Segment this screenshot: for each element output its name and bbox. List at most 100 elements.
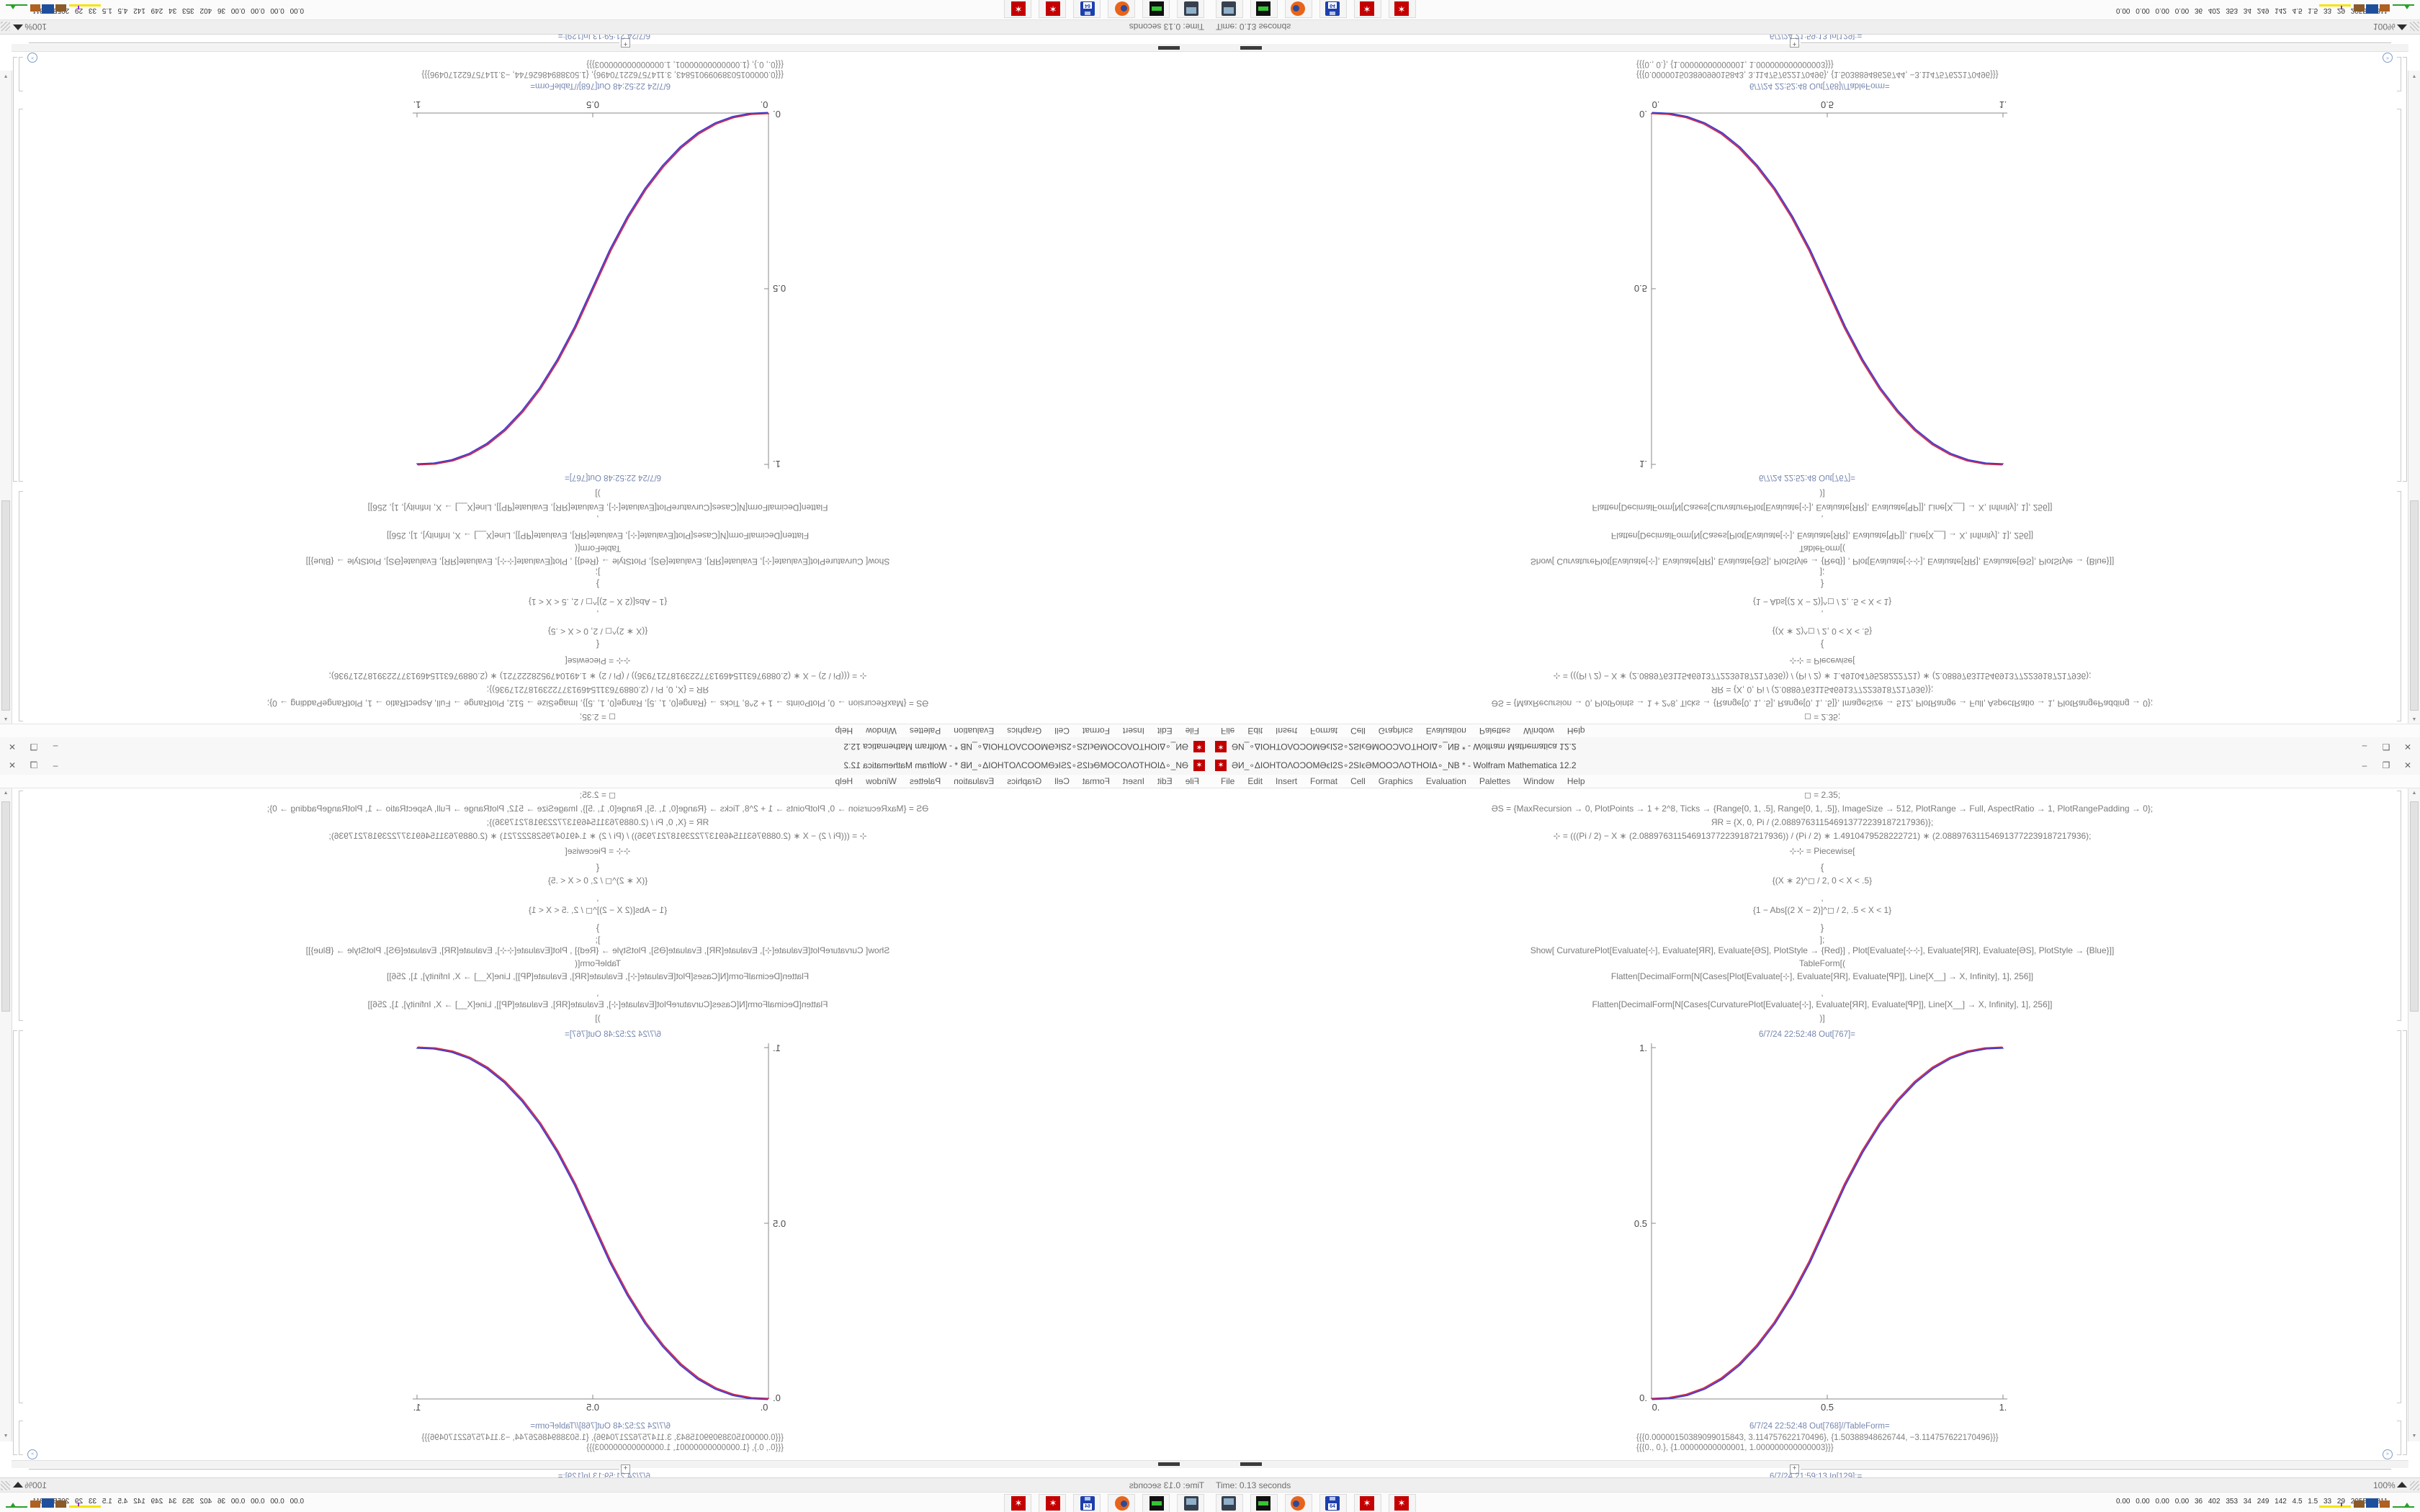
input-code-line[interactable]: Flatten[DecimalForm[N[Cases[Plot[Evaluat… (1610, 531, 2034, 541)
cell-bracket-group[interactable] (13, 57, 17, 482)
input-code-line[interactable]: ЯR = {X, 0, Pi / (2.08897631154691377223… (1711, 817, 1934, 827)
cell-bracket-out768[interactable] (2397, 1421, 2401, 1455)
horizontal-scrollbar[interactable] (12, 44, 1210, 52)
input-code-line[interactable]: ƏS = {MaxRecursion → 0, PlotPoints → 1 +… (1491, 804, 2154, 814)
menu-edit[interactable]: Edit (1247, 776, 1263, 786)
menu-window[interactable]: Window (1523, 776, 1554, 786)
resize-grip[interactable] (1, 22, 10, 31)
taskbar-item-media[interactable] (1142, 0, 1170, 18)
menu-cell[interactable]: Cell (1350, 726, 1366, 736)
scroll-down-icon[interactable]: ▼ (3, 1434, 9, 1439)
elide-output-icon[interactable]: » (2383, 1449, 2393, 1459)
menu-graphics[interactable]: Graphics (1007, 776, 1042, 786)
input-code-line[interactable]: } (1820, 579, 1824, 590)
input-code-line[interactable]: {1 − Abs[(2 X − 2)]^◻ / 2, .5 < X < 1} (528, 905, 668, 915)
cell-bracket-input[interactable] (2397, 491, 2401, 721)
input-code-line[interactable]: )] (595, 489, 601, 499)
taskbar-item-floppy64[interactable]: 64 (1319, 0, 1347, 18)
input-code-line[interactable]: ⊹ = (((Pi / 2) − X ∗ (2.0889763115469137… (328, 671, 867, 681)
maximize-button[interactable]: ❐ (2382, 742, 2390, 752)
cell-bracket-out767[interactable] (19, 109, 23, 482)
zoom-dropdown-icon[interactable] (13, 24, 23, 30)
input-code-line[interactable]: ⊹⊹ = Piecewise[ (1789, 846, 1855, 856)
taskbar-item-media[interactable] (1250, 1494, 1278, 1512)
input-code-line[interactable]: ⊹ = (((Pi / 2) − X ∗ (2.0889763115469137… (328, 831, 867, 841)
taskbar-item-media[interactable] (1250, 0, 1278, 18)
menu-file[interactable]: File (1221, 776, 1235, 786)
zoom-level[interactable]: 100% (24, 22, 47, 32)
cell-bracket-group[interactable] (13, 1030, 17, 1455)
minimize-button[interactable]: – (53, 742, 58, 752)
scroll-up-icon[interactable]: ▲ (2411, 791, 2417, 796)
elide-output-icon[interactable]: » (27, 1449, 37, 1459)
menu-format[interactable]: Format (1310, 776, 1338, 786)
taskbar-item-mathematica-1[interactable]: ✶ (1039, 0, 1066, 18)
input-code-line[interactable]: Flatten[DecimalForm[N[Cases[CurvaturePlo… (1592, 999, 2053, 1009)
input-code-line[interactable]: , (596, 893, 599, 903)
taskbar-item-computer[interactable] (1216, 0, 1243, 18)
vertical-scroll-thumb[interactable] (1, 500, 10, 711)
input-code-line[interactable]: , (1821, 514, 1824, 524)
horizontal-scroll-thumb[interactable] (1158, 1462, 1180, 1466)
menu-window[interactable]: Window (1523, 726, 1554, 736)
vertical-scroll-thumb[interactable] (2410, 500, 2419, 711)
input-code-line[interactable]: Flatten[DecimalForm[N[Cases[Plot[Evaluat… (386, 971, 810, 981)
menu-insert[interactable]: Insert (1276, 776, 1298, 786)
menu-window[interactable]: Window (866, 726, 897, 736)
cell-bracket-out768[interactable] (19, 57, 23, 91)
cell-bracket-out768[interactable] (2397, 57, 2401, 91)
menu-palettes[interactable]: Palettes (1479, 776, 1511, 786)
input-code-line[interactable]: Show[ CurvaturePlot[Evaluate[⊹], Evaluat… (1530, 557, 2115, 567)
taskbar-item-mathematica-1[interactable]: ✶ (1354, 0, 1381, 18)
cell-insertion-line[interactable] (29, 1469, 619, 1470)
menu-file[interactable]: File (1221, 726, 1235, 736)
taskbar-item-mathematica-2[interactable]: ✶ (1389, 0, 1416, 18)
elide-output-icon[interactable]: » (2383, 53, 2393, 63)
input-code-line[interactable]: ЯR = {X, 0, Pi / (2.08897631154691377223… (1711, 685, 1934, 695)
menu-graphics[interactable]: Graphics (1007, 726, 1042, 736)
menu-insert[interactable]: Insert (1122, 776, 1144, 786)
input-code-line[interactable]: Flatten[DecimalForm[N[Cases[Plot[Evaluat… (1610, 971, 2034, 981)
input-code-line[interactable]: { (1820, 639, 1824, 650)
input-code-line[interactable]: ЯR = {X, 0, Pi / (2.08897631154691377223… (486, 817, 709, 827)
menu-file[interactable]: File (1185, 726, 1199, 736)
input-code-line[interactable]: Flatten[DecimalForm[N[Cases[CurvaturePlo… (367, 503, 828, 513)
input-code-line[interactable]: TableForm[( (575, 958, 622, 968)
taskbar-item-firefox[interactable] (1285, 0, 1312, 18)
menu-cell[interactable]: Cell (1350, 776, 1366, 786)
zoom-level[interactable]: 100% (2373, 22, 2396, 32)
menu-evaluation[interactable]: Evaluation (954, 776, 995, 786)
input-code-line[interactable]: Flatten[DecimalForm[N[Cases[Plot[Evaluat… (386, 531, 810, 541)
menu-palettes[interactable]: Palettes (909, 776, 941, 786)
menu-palettes[interactable]: Palettes (909, 726, 941, 736)
cell-bracket-out767[interactable] (2397, 1030, 2401, 1403)
vertical-scrollbar[interactable]: ▲ ▼ (2408, 71, 2420, 724)
menu-palettes[interactable]: Palettes (1479, 726, 1511, 736)
minimize-button[interactable]: – (2362, 760, 2367, 770)
resize-grip[interactable] (2410, 1481, 2419, 1490)
input-code-line[interactable]: ⊹⊹ = Piecewise[ (1789, 656, 1855, 666)
menu-file[interactable]: File (1185, 776, 1199, 786)
scroll-down-icon[interactable]: ▼ (2411, 73, 2417, 78)
taskbar-item-firefox[interactable] (1108, 0, 1135, 18)
input-code-line[interactable]: ⊹ = (((Pi / 2) − X ∗ (2.0889763115469137… (1553, 831, 2092, 841)
horizontal-scroll-thumb[interactable] (1240, 46, 1262, 50)
window-titlebar[interactable]: ✶ ƏИ_∘ΔΙΟΗΤΟΛΟϽΟΜƏϵΙ2S∘2SΙϵƏΜΟΟϽΛΟΤΗΟΙΔ∘… (1210, 737, 2420, 756)
taskbar-item-computer[interactable] (1177, 0, 1204, 18)
scroll-down-icon[interactable]: ▼ (3, 73, 9, 78)
menu-format[interactable]: Format (1082, 726, 1110, 736)
input-code-line[interactable]: } (596, 579, 600, 590)
input-code-line[interactable]: } (1820, 922, 1824, 933)
input-code-line[interactable]: ◻ = 2.35; (579, 790, 617, 800)
input-code-line[interactable]: , (596, 609, 599, 619)
taskbar-item-firefox[interactable] (1285, 1494, 1312, 1512)
window-titlebar[interactable]: ✶ ƏИ_∘ΔΙΟΗΤΟΛΟϽΟΜƏϵΙ2S∘2SΙϵƏΜΟΟϽΛΟΤΗΟΙΔ∘… (0, 737, 1210, 756)
input-code-line[interactable]: ]; (1819, 935, 1825, 945)
scroll-up-icon[interactable]: ▲ (3, 791, 9, 796)
zoom-dropdown-icon[interactable] (2397, 1482, 2407, 1488)
menu-graphics[interactable]: Graphics (1378, 776, 1413, 786)
maximize-button[interactable]: ❐ (2382, 760, 2390, 770)
taskbar-item-mathematica-2[interactable]: ✶ (1004, 0, 1031, 18)
input-code-line[interactable]: {(X ∗ 2)^◻ / 2, 0 < X < .5} (547, 626, 648, 636)
menu-evaluation[interactable]: Evaluation (1425, 726, 1466, 736)
